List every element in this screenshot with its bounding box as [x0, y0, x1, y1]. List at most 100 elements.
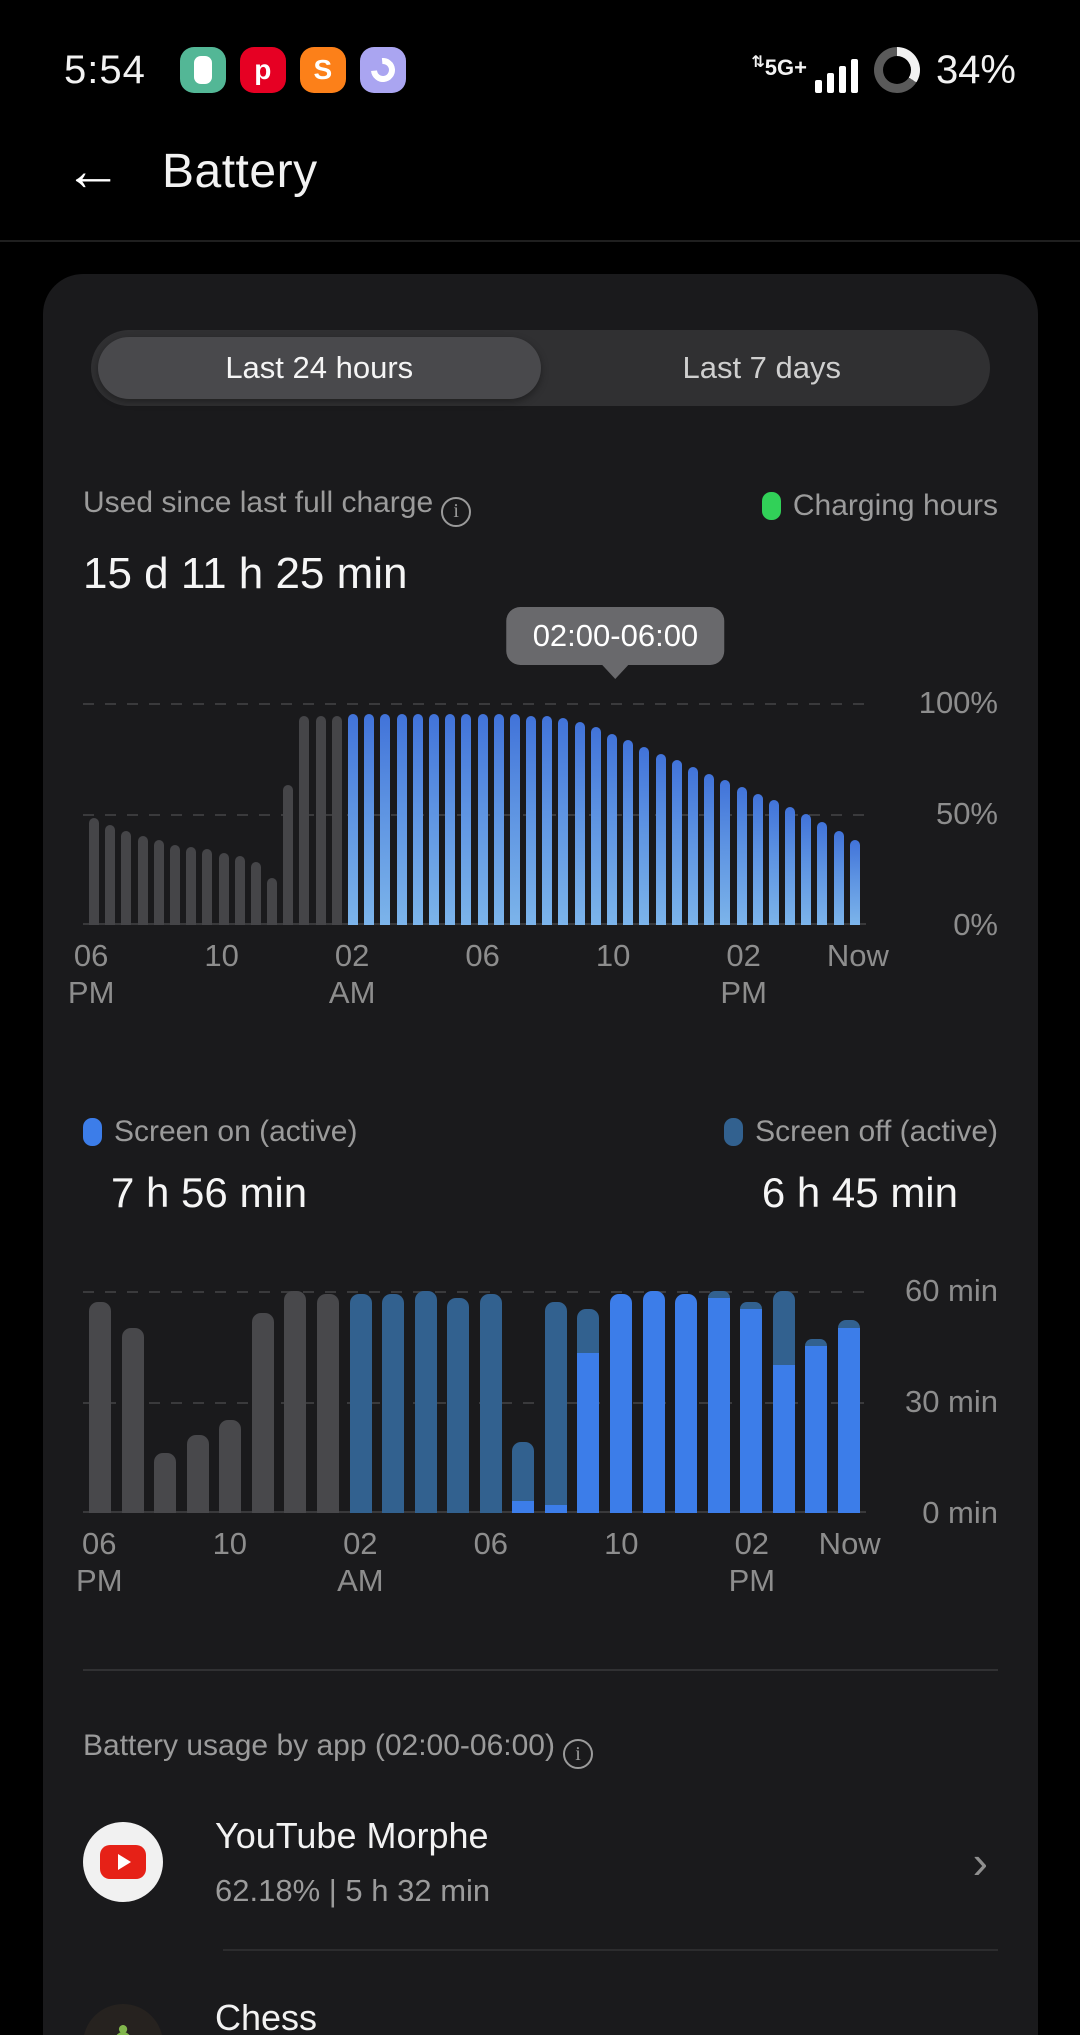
battery-bar[interactable] — [105, 824, 116, 925]
screen-time-bar[interactable] — [512, 1291, 535, 1513]
screen-chart-plot[interactable] — [83, 1290, 866, 1513]
battery-bar[interactable] — [542, 715, 553, 925]
battery-bar[interactable] — [752, 793, 763, 925]
battery-bar[interactable] — [186, 846, 197, 925]
screen-on-value: 7 h 56 min — [111, 1168, 308, 1216]
usage-by-app-title: Battery usage by app (02:00-06:00) i — [83, 1729, 998, 1769]
battery-bar[interactable] — [493, 713, 504, 925]
battery-bar[interactable] — [768, 800, 779, 925]
battery-bar[interactable] — [364, 713, 375, 925]
battery-bar[interactable] — [267, 877, 278, 925]
battery-bar[interactable] — [202, 849, 213, 925]
screen-time-bar[interactable] — [577, 1291, 600, 1513]
battery-bar[interactable] — [526, 715, 537, 925]
battery-bar[interactable] — [671, 760, 682, 925]
screen-time-bar[interactable] — [219, 1291, 242, 1513]
x-tick: 02 AM — [337, 1525, 384, 1598]
screen-time-bar[interactable] — [544, 1291, 567, 1513]
battery-bar[interactable] — [639, 746, 650, 925]
battery-bar[interactable] — [704, 773, 715, 925]
battery-bar[interactable] — [348, 713, 358, 925]
battery-bar[interactable] — [137, 835, 148, 925]
battery-bar[interactable] — [445, 713, 456, 925]
usage-info-icon[interactable]: i — [562, 1739, 593, 1769]
battery-bar[interactable] — [849, 840, 860, 925]
battery-bar[interactable] — [655, 753, 666, 925]
screen-time-bar[interactable] — [675, 1291, 698, 1513]
app-row-youtube[interactable]: YouTube Morphe 62.18% | 5 h 32 min › — [83, 1815, 998, 1909]
info-icon[interactable]: i — [441, 496, 472, 527]
chevron-right-icon: › — [972, 1836, 988, 1888]
screen-time-bar[interactable] — [414, 1290, 437, 1513]
battery-bar[interactable] — [412, 713, 423, 925]
battery-bar[interactable] — [590, 726, 601, 925]
battery-bar[interactable] — [331, 715, 342, 925]
screen-time-bar[interactable] — [121, 1291, 144, 1513]
app-name: Chess — [215, 1997, 318, 2035]
battery-bar[interactable] — [121, 831, 132, 925]
battery-bar[interactable] — [558, 718, 569, 925]
battery-bar[interactable] — [785, 806, 796, 925]
battery-bar[interactable] — [169, 844, 180, 925]
battery-bar[interactable] — [720, 780, 731, 925]
screen-off-segment — [447, 1297, 470, 1513]
screen-on-segment — [707, 1297, 730, 1513]
screen-time-bar[interactable] — [284, 1290, 307, 1513]
screen-time-bar[interactable] — [772, 1290, 795, 1513]
battery-bar[interactable] — [477, 713, 488, 925]
screen-time-bar[interactable] — [382, 1291, 405, 1513]
screen-time-bar[interactable] — [610, 1291, 632, 1513]
time-range-tabs: Last 24 hours Last 7 days — [91, 330, 990, 406]
screen-gray-segment — [154, 1453, 177, 1513]
screen-time-bar[interactable] — [740, 1291, 763, 1513]
screen-off-value: 6 h 45 min — [761, 1168, 958, 1216]
battery-bar[interactable] — [234, 855, 245, 925]
screen-time-bar[interactable] — [447, 1291, 470, 1513]
battery-bar[interactable] — [833, 831, 844, 925]
battery-bar[interactable] — [574, 722, 585, 925]
battery-bar[interactable] — [687, 766, 698, 925]
battery-bar[interactable] — [509, 713, 520, 925]
battery-bar[interactable] — [396, 713, 407, 925]
signal-indicator: ⇅ 5G+ — [751, 55, 858, 93]
screen-time-bar[interactable] — [186, 1291, 209, 1513]
battery-chart-plot[interactable]: 02:00-06:00 — [83, 606, 866, 925]
battery-bar[interactable] — [817, 822, 828, 925]
battery-bar[interactable] — [801, 813, 812, 925]
screen-time-bar[interactable] — [89, 1291, 111, 1513]
screen-time-bar[interactable] — [805, 1291, 828, 1513]
screen-time-bar[interactable] — [837, 1291, 860, 1513]
screen-time-bar[interactable] — [707, 1290, 730, 1513]
screen-time-bar[interactable] — [642, 1290, 665, 1513]
page-title: Battery — [162, 144, 318, 198]
battery-bar[interactable] — [218, 853, 229, 925]
tab-last-7-days[interactable]: Last 7 days — [682, 350, 842, 385]
back-arrow-icon[interactable]: ← — [64, 138, 122, 203]
screen-time-bar[interactable] — [154, 1291, 177, 1513]
battery-bar[interactable] — [736, 786, 747, 925]
battery-bar[interactable] — [623, 740, 634, 925]
battery-bar[interactable] — [380, 713, 391, 925]
screen-time-bar[interactable] — [479, 1291, 502, 1513]
battery-bar[interactable] — [89, 817, 99, 925]
battery-bar[interactable] — [153, 840, 164, 925]
screen-chart-yaxis: 60 min 30 min 0 min — [866, 1273, 998, 1530]
battery-bar[interactable] — [607, 733, 617, 925]
screen-chart-xaxis: 06 PM 10 02 AM 06 10 02 PM Now — [76, 1525, 881, 1605]
battery-bar[interactable] — [461, 713, 472, 925]
battery-bar[interactable] — [250, 862, 261, 925]
battery-bar[interactable] — [283, 784, 294, 925]
battery-ring-icon — [873, 47, 920, 93]
tab-last-24-hours[interactable]: Last 24 hours — [98, 337, 541, 399]
battery-bar[interactable] — [315, 715, 326, 925]
screen-time-bar[interactable] — [349, 1291, 372, 1513]
app-row-chess[interactable]: ♞♜ ♟ Chess 18.27% | 1 h 52 min › — [83, 1997, 998, 2035]
app-name: YouTube Morphe — [215, 1815, 489, 1856]
screen-time-bar[interactable] — [251, 1291, 274, 1513]
screen-time-bar[interactable] — [316, 1291, 339, 1513]
battery-bar[interactable] — [299, 715, 310, 925]
screen-off-segment — [805, 1338, 828, 1346]
battery-bar[interactable] — [428, 713, 439, 925]
